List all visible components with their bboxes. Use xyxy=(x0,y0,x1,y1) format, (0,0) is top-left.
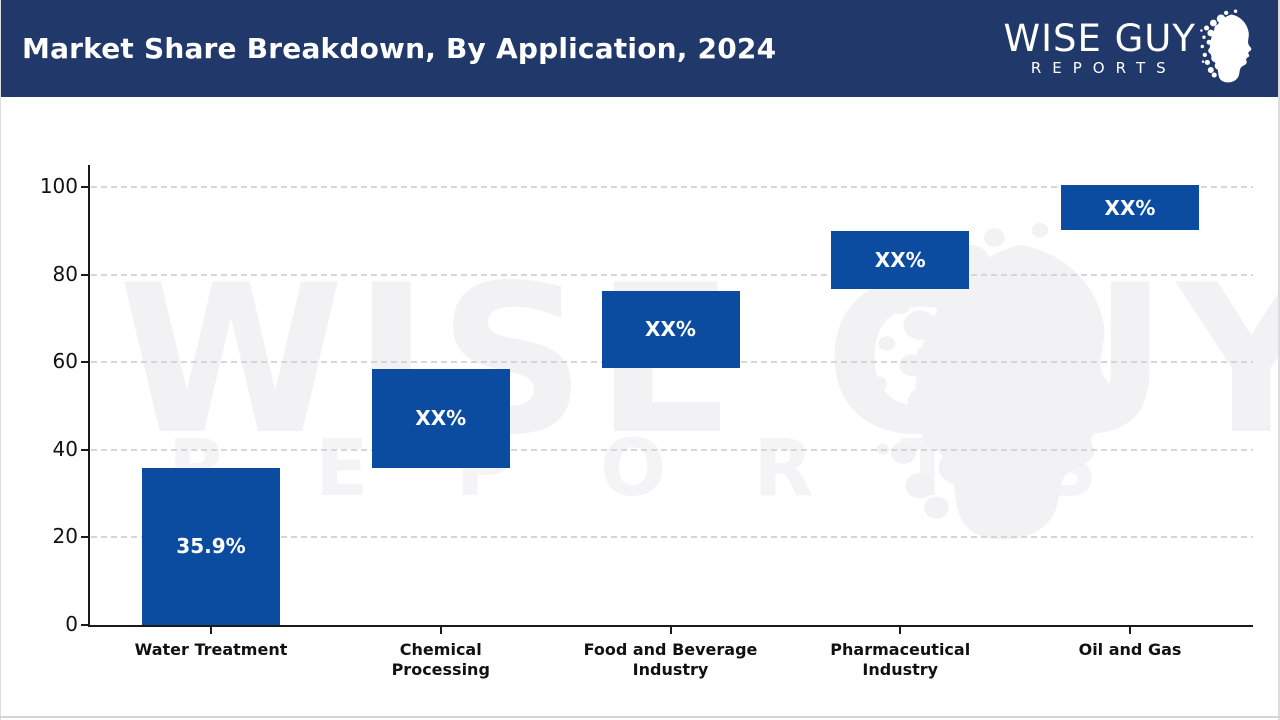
header: Market Share Breakdown, By Application, … xyxy=(0,0,1280,97)
bar-value-label: XX% xyxy=(874,248,926,273)
footer-divider xyxy=(0,716,1280,718)
y-tick-label: 60 xyxy=(52,349,78,374)
x-axis-category-label-line: Food and Beverage xyxy=(583,640,758,659)
y-axis-line xyxy=(88,165,90,627)
wise-guy-logo: WISE GUY REPORTS xyxy=(1004,7,1262,91)
gridline xyxy=(91,273,1253,276)
x-axis-category-label: Pharmaceutical Industry xyxy=(785,640,1015,680)
bar-chemical-processing: XX% xyxy=(371,369,510,468)
x-axis-category-label-line: Pharmaceutical xyxy=(830,640,971,659)
y-tick-label: 0 xyxy=(65,612,78,636)
y-tick xyxy=(81,448,89,451)
x-axis-category-label: Chemical Processing xyxy=(326,640,556,680)
y-tick xyxy=(81,536,89,539)
x-axis-category-label-line: Oil and Gas xyxy=(1078,640,1182,659)
y-tick xyxy=(81,361,89,364)
x-axis-category-label-line: Water Treatment xyxy=(134,640,288,659)
y-tick-label: 40 xyxy=(52,436,78,461)
x-axis-category-label: Food and Beverage Industry xyxy=(556,640,786,680)
bar-value-label: 35.9% xyxy=(176,534,246,559)
x-axis-category-label-line: Industry xyxy=(862,660,939,679)
y-tick xyxy=(81,186,89,188)
y-tick-label: 100 xyxy=(39,174,78,198)
bar-value-label: XX% xyxy=(415,406,467,431)
logo-wordmark: WISE GUY REPORTS xyxy=(1003,16,1196,78)
y-tick-label: 20 xyxy=(52,524,78,549)
x-tick xyxy=(210,627,212,634)
bar-water-treatment: 35.9% xyxy=(142,467,280,625)
x-axis-category-label-line: Chemical xyxy=(399,640,482,659)
page-title: Market Share Breakdown, By Application, … xyxy=(22,32,777,65)
gridline xyxy=(91,536,1253,539)
gridline xyxy=(91,448,1253,451)
y-tick xyxy=(81,273,89,276)
bar-value-label: XX% xyxy=(1104,195,1156,220)
bar-oil-and-gas: XX% xyxy=(1061,185,1199,230)
figure-left-edge xyxy=(0,0,1,720)
x-axis-category-label-line: Processing xyxy=(391,660,490,679)
x-axis-category-label: Water Treatment xyxy=(96,640,326,660)
x-tick xyxy=(669,627,672,634)
x-tick xyxy=(899,627,902,634)
x-axis-category-label-line: Industry xyxy=(632,660,709,679)
figure-right-edge xyxy=(1278,0,1280,720)
gridline xyxy=(91,186,1253,188)
bar-value-label: XX% xyxy=(645,317,696,342)
x-axis-category-label: Oil and Gas xyxy=(1015,640,1245,660)
bar-pharmaceutical-industry: XX% xyxy=(831,230,970,290)
x-tick xyxy=(1129,627,1131,634)
logo-secondary-text: REPORTS xyxy=(1030,59,1177,78)
face-profile-logo-icon xyxy=(1198,7,1262,91)
x-axis-line xyxy=(88,625,1253,627)
x-tick xyxy=(439,627,442,634)
y-tick xyxy=(81,624,89,626)
bar-food-and-beverage-industry: XX% xyxy=(601,290,740,368)
logo-primary-text: WISE GUY xyxy=(1003,16,1196,60)
y-tick-label: 80 xyxy=(52,261,78,286)
